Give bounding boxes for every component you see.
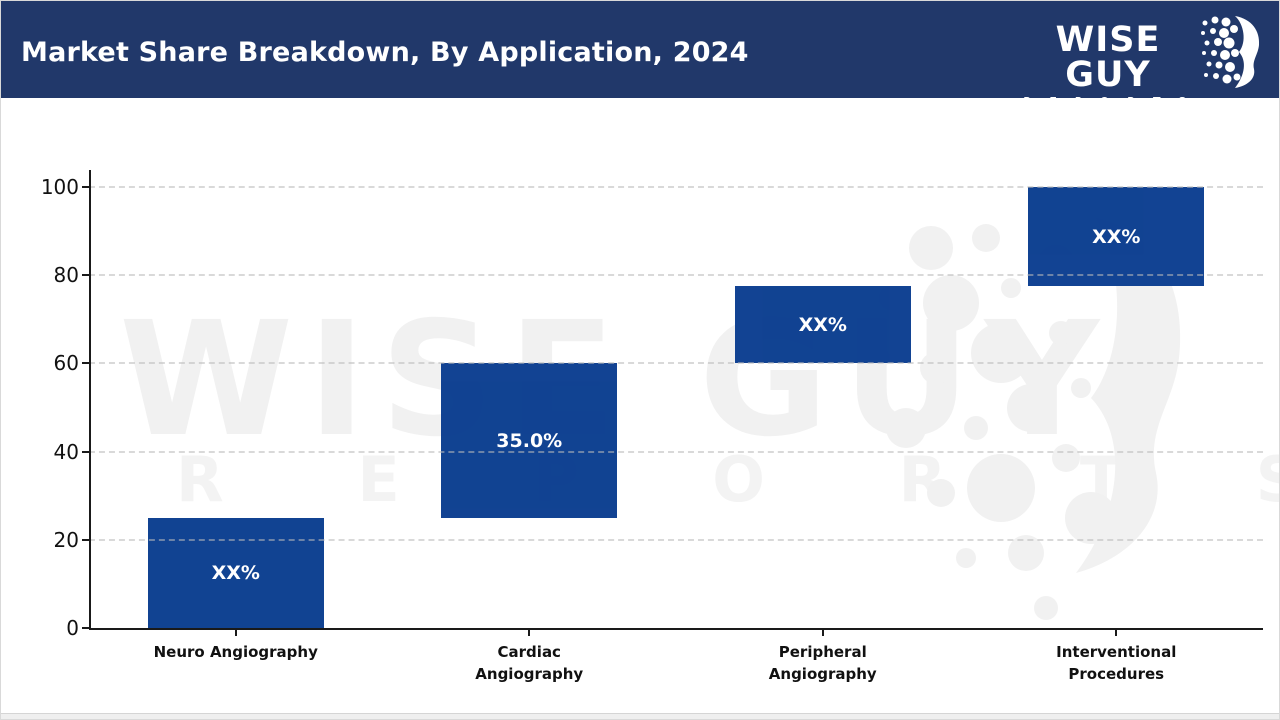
y-tick-label-40: 40 [53, 439, 79, 464]
x-tick-mark-0 [234, 628, 237, 636]
y-tick-label-80: 80 [53, 263, 79, 288]
category-label-2: Peripheral Angiography [768, 643, 877, 683]
page-bottom-edge [1, 713, 1279, 719]
y-tick-label-20: 20 [53, 527, 79, 552]
logo-wordmark-block: WISE GUY R E P O R T S [1013, 20, 1203, 110]
bar-cardiac-angiography: 35.0% [441, 363, 618, 518]
y-tick-label-60: 60 [53, 351, 79, 376]
category-label-0: Neuro Angiography [153, 643, 318, 661]
bar-value-label: XX% [211, 561, 260, 584]
gridline-80 [89, 274, 1263, 277]
y-axis-line [89, 170, 91, 630]
y-tick-label-100: 100 [40, 175, 79, 199]
chart-title: Market Share Breakdown, By Application, … [21, 37, 749, 68]
wise-guy-reports-logo: WISE GUY R E P O R T S [1013, 11, 1263, 109]
header-bar: Market Share Breakdown, By Application, … [1, 1, 1279, 109]
y-tick-mark-80 [82, 274, 89, 277]
y-tick-mark-20 [82, 538, 89, 541]
bar-neuro-angiography: XX% [147, 517, 324, 628]
gridline-60 [89, 362, 1263, 365]
gridline-100 [89, 186, 1263, 188]
gridline-20 [89, 538, 1263, 541]
gridline-40 [89, 450, 1263, 453]
bar-interventional-procedures: XX% [1028, 187, 1205, 287]
bar-value-label: XX% [1092, 225, 1141, 248]
x-tick-mark-1 [528, 628, 531, 636]
y-tick-mark-100 [82, 186, 89, 188]
x-axis-line [89, 628, 1263, 630]
waterfall-chart: WISE GUY R E P O R T S 0 20 40 60 80 100 XX% Ne… [1, 98, 1279, 714]
logo-wordmark: WISE GUY [1055, 20, 1161, 95]
bar-peripheral-angiography: XX% [734, 286, 911, 364]
y-tick-mark-40 [82, 450, 89, 453]
y-tick-mark-60 [82, 362, 89, 365]
dotted-face-profile-icon [1201, 16, 1260, 88]
y-tick-mark-0 [82, 627, 89, 629]
category-label-1: Cardiac Angiography [475, 643, 584, 683]
category-label-3: Interventional Procedures [1056, 643, 1177, 683]
x-tick-mark-2 [821, 628, 824, 636]
bar-value-label: XX% [798, 313, 847, 336]
y-tick-label-0: 0 [66, 616, 79, 640]
bar-value-label: 35.0% [496, 429, 563, 452]
x-tick-mark-3 [1115, 628, 1118, 636]
